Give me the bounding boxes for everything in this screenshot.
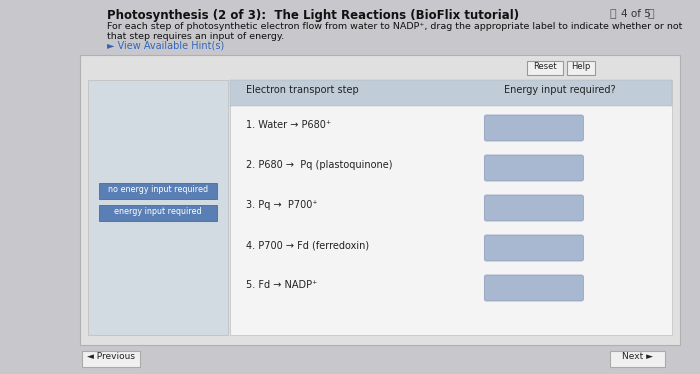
Text: 3. Pq →  P700⁺: 3. Pq → P700⁺ (246, 200, 318, 210)
Text: ► View Available Hint(s): ► View Available Hint(s) (107, 40, 224, 50)
Text: 2. P680 →  Pq (plastoquinone): 2. P680 → Pq (plastoquinone) (246, 160, 393, 170)
Text: no energy input required: no energy input required (108, 185, 208, 194)
Bar (82, 351, 140, 367)
Text: 4. P700 → Fd (ferredoxin): 4. P700 → Fd (ferredoxin) (246, 240, 369, 250)
Bar (99, 183, 217, 199)
Text: 〉: 〉 (648, 9, 654, 19)
FancyBboxPatch shape (484, 115, 583, 141)
Text: 1. Water → P680⁺: 1. Water → P680⁺ (246, 120, 331, 130)
Text: For each step of photosynthetic electron flow from water to NADP⁺, drag the appr: For each step of photosynthetic electron… (107, 22, 682, 42)
Text: Energy input required?: Energy input required? (504, 85, 616, 95)
Text: 〈: 〈 (609, 9, 615, 19)
FancyBboxPatch shape (484, 275, 583, 301)
FancyBboxPatch shape (484, 235, 583, 261)
Bar (567, 61, 595, 75)
Bar (230, 80, 672, 106)
Text: 5. Fd → NADP⁺: 5. Fd → NADP⁺ (246, 280, 317, 290)
Bar (99, 205, 217, 221)
FancyBboxPatch shape (484, 195, 583, 221)
Text: Reset: Reset (533, 62, 556, 71)
Text: ◄ Previous: ◄ Previous (87, 352, 135, 361)
Text: Electron transport step: Electron transport step (246, 85, 358, 95)
Text: Photosynthesis (2 of 3):  The Light Reactions (BioFlix tutorial): Photosynthesis (2 of 3): The Light React… (107, 9, 519, 22)
Bar (88, 80, 228, 335)
Text: 4 of 5: 4 of 5 (621, 9, 651, 19)
Text: Help: Help (571, 62, 591, 71)
Text: energy input required: energy input required (114, 207, 202, 216)
Bar (230, 80, 672, 335)
Text: Next ►: Next ► (622, 352, 652, 361)
Bar (527, 61, 563, 75)
Bar (610, 351, 665, 367)
FancyBboxPatch shape (484, 155, 583, 181)
Bar (80, 55, 680, 345)
